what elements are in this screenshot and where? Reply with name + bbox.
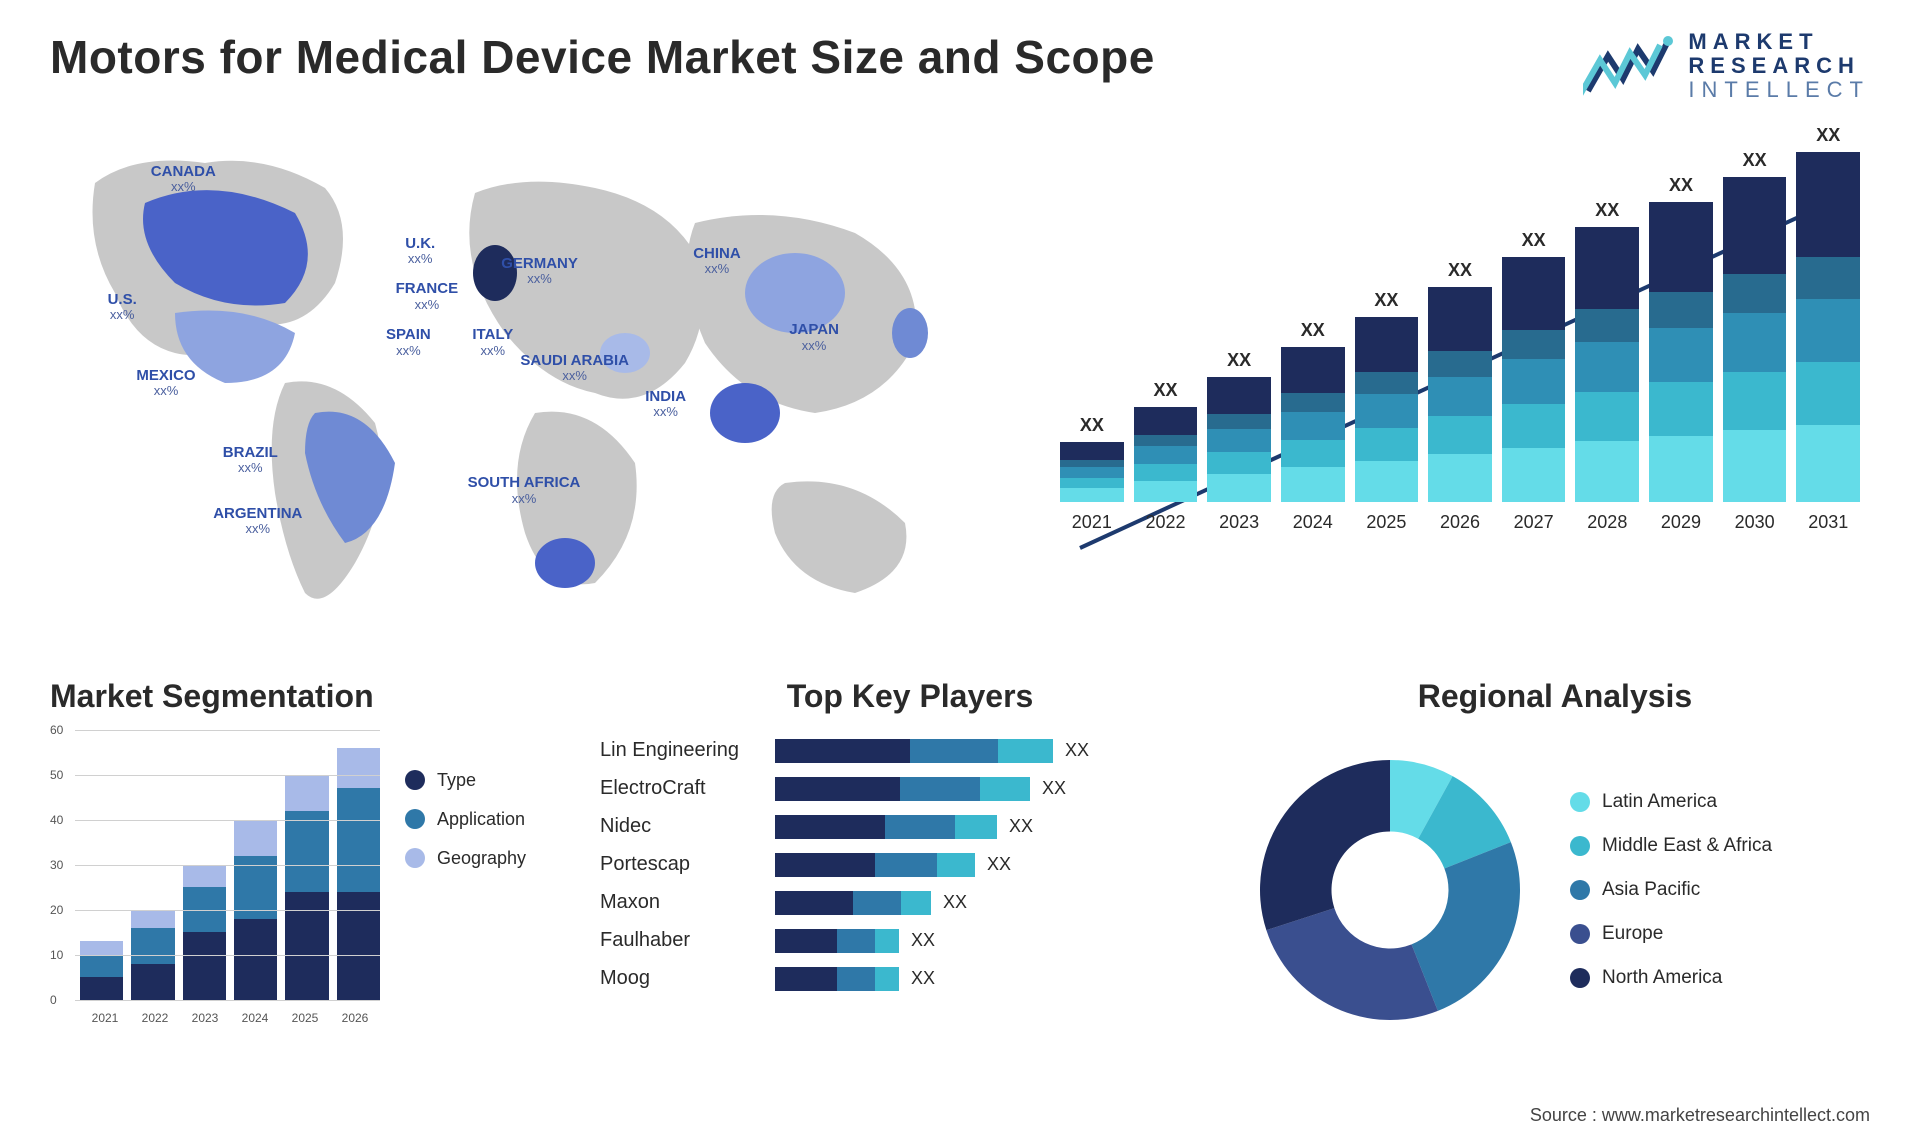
growth-bar: XX2030 [1723,150,1787,533]
growth-chart: XX2021XX2022XX2023XX2024XX2025XX2026XX20… [1050,133,1870,643]
segmentation-title: Market Segmentation [50,678,580,715]
legend-item: Application [405,809,526,830]
source-attribution: Source : www.marketresearchintellect.com [1530,1105,1870,1126]
growth-bar: XX2023 [1207,350,1271,533]
map-label: SAUDI ARABIAxx% [520,352,629,384]
legend-item: Asia Pacific [1570,879,1772,901]
map-label: SOUTH AFRICAxx% [468,474,581,506]
logo-text: MARKET RESEARCH INTELLECT [1688,30,1870,103]
map-label: MEXICOxx% [136,367,195,399]
logo-icon [1583,31,1673,101]
growth-bar: XX2025 [1355,290,1419,533]
growth-bar: XX2022 [1134,380,1198,533]
donut-segment [1266,908,1437,1020]
legend-item: Type [405,770,526,791]
segmentation-bar [285,775,328,1000]
player-row: PortescapXX [600,849,1220,881]
segmentation-bar [183,865,226,1000]
player-row: MoogXX [600,963,1220,995]
legend-item: Middle East & Africa [1570,835,1772,857]
world-map: CANADAxx% U.S.xx% MEXICOxx% BRAZILxx% ARGENT… [50,133,1010,643]
map-label: U.S.xx% [108,291,137,323]
map-label: CANADAxx% [151,163,216,195]
segmentation-legend: Type Application Geography [405,730,526,1030]
key-players-panel: Top Key Players Lin EngineeringXX Electro… [600,678,1220,1048]
segmentation-chart: 0102030405060 202120222023202420252026 [50,730,380,1030]
map-label: BRAZILxx% [223,444,278,476]
player-row: MaxonXX [600,887,1220,919]
legend-item: Geography [405,848,526,869]
player-row: NidecXX [600,811,1220,843]
player-row: FaulhaberXX [600,925,1220,957]
map-label: GERMANYxx% [501,255,578,287]
segmentation-panel: Market Segmentation 0102030405060 202120… [50,678,580,1048]
legend-item: North America [1570,967,1772,989]
growth-bar: XX2021 [1060,415,1124,533]
player-row: ElectroCraftXX [600,773,1220,805]
bottom-row: Market Segmentation 0102030405060 202120… [50,678,1870,1048]
growth-bar: XX2031 [1796,125,1860,533]
map-label: JAPANxx% [789,321,839,353]
page-title: Motors for Medical Device Market Size an… [50,30,1155,84]
regional-panel: Regional Analysis Latin America Middle Ea… [1240,678,1870,1048]
map-label: INDIAxx% [645,388,686,420]
key-players-title: Top Key Players [600,678,1220,715]
top-row: CANADAxx% U.S.xx% MEXICOxx% BRAZILxx% ARGENT… [50,133,1870,643]
map-label: ITALYxx% [472,326,513,358]
map-label: FRANCExx% [396,280,459,312]
regional-donut [1240,740,1540,1040]
segmentation-bar [337,748,380,1000]
legend-item: Latin America [1570,791,1772,813]
header: Motors for Medical Device Market Size an… [50,30,1870,103]
growth-bar: XX2029 [1649,175,1713,533]
growth-bar: XX2024 [1281,320,1345,533]
growth-bar: XX2027 [1502,230,1566,533]
map-label: U.K.xx% [405,235,435,267]
key-players-list: Lin EngineeringXX ElectroCraftXX NidecXX Po… [600,730,1220,995]
donut-segment [1260,760,1390,930]
regional-legend: Latin America Middle East & Africa Asia Pa… [1570,791,1772,989]
regional-title: Regional Analysis [1240,678,1870,715]
brand-logo: MARKET RESEARCH INTELLECT [1583,30,1870,103]
map-label: ARGENTINAxx% [213,505,302,537]
map-label: SPAINxx% [386,326,431,358]
legend-item: Europe [1570,923,1772,945]
player-row: Lin EngineeringXX [600,735,1220,767]
growth-bar: XX2028 [1575,200,1639,533]
growth-bar: XX2026 [1428,260,1492,533]
segmentation-bar [80,941,123,1000]
map-label: CHINAxx% [693,245,741,277]
